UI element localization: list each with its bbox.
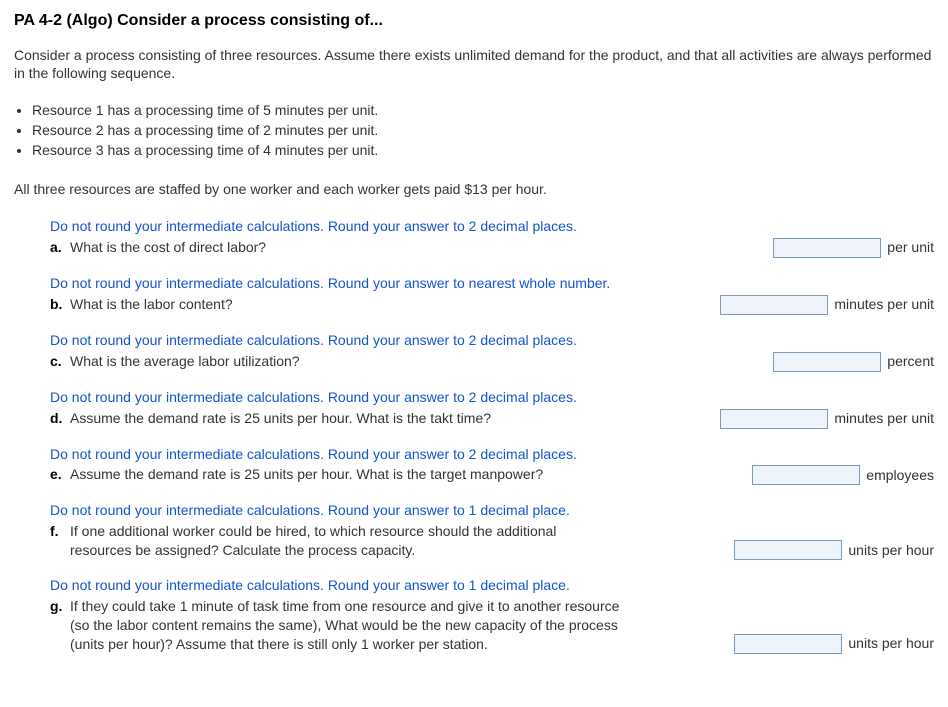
question-letter: d. bbox=[50, 409, 70, 428]
unit-label: minutes per unit bbox=[834, 295, 934, 314]
instruction-text: Do not round your intermediate calculati… bbox=[50, 274, 934, 293]
question-block-b: Do not round your intermediate calculati… bbox=[50, 274, 934, 315]
question-block-f: Do not round your intermediate calculati… bbox=[50, 501, 934, 560]
answer-input-g[interactable] bbox=[734, 634, 842, 654]
page-title: PA 4-2 (Algo) Consider a process consist… bbox=[14, 10, 934, 32]
question-text: What is the cost of direct labor? bbox=[70, 238, 276, 257]
resource-list: Resource 1 has a processing time of 5 mi… bbox=[14, 101, 934, 160]
question-text: If one additional worker could be hired,… bbox=[70, 522, 630, 560]
answer-input-d[interactable] bbox=[720, 409, 828, 429]
question-block-c: Do not round your intermediate calculati… bbox=[50, 331, 934, 372]
question-block-g: Do not round your intermediate calculati… bbox=[50, 576, 934, 654]
question-text: What is the average labor utilization? bbox=[70, 352, 310, 371]
question-text: Assume the demand rate is 25 units per h… bbox=[70, 409, 501, 428]
question-block-a: Do not round your intermediate calculati… bbox=[50, 217, 934, 258]
question-text: What is the labor content? bbox=[70, 295, 243, 314]
instruction-text: Do not round your intermediate calculati… bbox=[50, 331, 934, 350]
intro-text: Consider a process consisting of three r… bbox=[14, 46, 934, 84]
unit-label: per unit bbox=[887, 238, 934, 257]
unit-label: units per hour bbox=[848, 541, 934, 560]
staffing-text: All three resources are staffed by one w… bbox=[14, 180, 934, 199]
answer-input-b[interactable] bbox=[720, 295, 828, 315]
answer-input-c[interactable] bbox=[773, 352, 881, 372]
question-letter: f. bbox=[50, 522, 70, 541]
question-block-e: Do not round your intermediate calculati… bbox=[50, 445, 934, 486]
instruction-text: Do not round your intermediate calculati… bbox=[50, 217, 934, 236]
question-letter: c. bbox=[50, 352, 70, 371]
list-item: Resource 1 has a processing time of 5 mi… bbox=[32, 101, 934, 120]
unit-label: units per hour bbox=[848, 634, 934, 653]
question-letter: g. bbox=[50, 597, 70, 616]
answer-input-f[interactable] bbox=[734, 540, 842, 560]
question-letter: a. bbox=[50, 238, 70, 257]
unit-label: percent bbox=[887, 352, 934, 371]
answer-input-a[interactable] bbox=[773, 238, 881, 258]
list-item: Resource 3 has a processing time of 4 mi… bbox=[32, 141, 934, 160]
answer-input-e[interactable] bbox=[752, 465, 860, 485]
instruction-text: Do not round your intermediate calculati… bbox=[50, 501, 934, 520]
unit-label: minutes per unit bbox=[834, 409, 934, 428]
list-item: Resource 2 has a processing time of 2 mi… bbox=[32, 121, 934, 140]
questions-container: Do not round your intermediate calculati… bbox=[14, 217, 934, 654]
question-letter: b. bbox=[50, 295, 70, 314]
question-text: If they could take 1 minute of task time… bbox=[70, 597, 650, 654]
question-block-d: Do not round your intermediate calculati… bbox=[50, 388, 934, 429]
instruction-text: Do not round your intermediate calculati… bbox=[50, 388, 934, 407]
question-text: Assume the demand rate is 25 units per h… bbox=[70, 465, 553, 484]
instruction-text: Do not round your intermediate calculati… bbox=[50, 445, 934, 464]
instruction-text: Do not round your intermediate calculati… bbox=[50, 576, 934, 595]
unit-label: employees bbox=[866, 466, 934, 485]
question-letter: e. bbox=[50, 465, 70, 484]
